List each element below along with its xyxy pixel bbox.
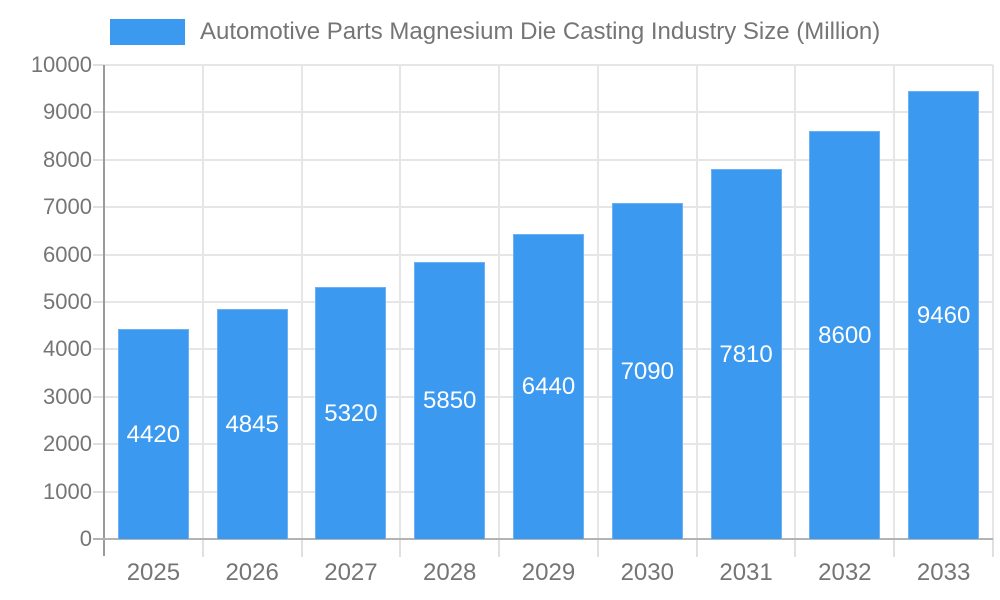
x-tick (596, 539, 599, 557)
bar-2026[interactable]: 4845 (216, 309, 288, 539)
y-tick-label: 0 (79, 526, 92, 551)
x-tick (201, 539, 204, 557)
bar-2031[interactable]: 7810 (710, 168, 782, 539)
legend-swatch (110, 19, 185, 45)
bar-value-label: 4420 (126, 421, 181, 449)
x-tick-label: 2032 (818, 559, 872, 586)
y-axis-line (103, 65, 105, 556)
x-tick-label: 2029 (521, 559, 576, 586)
bar-value-label: 7090 (620, 357, 674, 385)
gridline-v (498, 65, 501, 539)
x-axis-line (93, 538, 993, 540)
x-tick-label: 2028 (423, 559, 477, 586)
bar-2028[interactable]: 5850 (414, 261, 486, 539)
gridline-v (399, 65, 402, 539)
bar-value-label: 6440 (521, 373, 576, 401)
bar-value-label: 7810 (719, 340, 773, 368)
y-tick-label: 8000 (43, 146, 92, 172)
gridline-v (695, 65, 698, 539)
chart-title: Automotive Parts Magnesium Die Casting I… (200, 18, 881, 45)
y-tick-label: 10000 (30, 52, 92, 77)
y-tick-label: 9000 (43, 99, 92, 125)
y-tick-label: 2000 (43, 431, 92, 457)
x-tick-label: 2026 (225, 559, 279, 586)
chart-legend[interactable]: Automotive Parts Magnesium Die Casting I… (110, 17, 880, 47)
gridline-v (992, 65, 994, 539)
x-tick (300, 539, 303, 557)
bar-value-label: 5850 (423, 387, 477, 415)
x-tick-label: 2027 (324, 559, 378, 586)
bar-2025[interactable]: 4420 (117, 329, 189, 539)
y-tick-label: 5000 (43, 289, 92, 314)
x-tick (399, 539, 402, 557)
y-tick-label: 4000 (43, 336, 92, 362)
y-tick-label: 6000 (43, 241, 92, 267)
bar-value-label: 5320 (324, 399, 378, 427)
x-tick (794, 539, 797, 557)
bar-2033[interactable]: 9460 (908, 90, 980, 539)
x-tick (992, 539, 994, 557)
bar-2032[interactable]: 8600 (809, 131, 881, 539)
gridline-v (300, 65, 303, 539)
bar-2027[interactable]: 5320 (315, 286, 387, 539)
x-tick-label: 2025 (126, 559, 181, 586)
bar-value-label: 4845 (225, 411, 279, 439)
y-tick-label: 7000 (43, 194, 92, 220)
y-tick-label: 1000 (43, 478, 92, 504)
x-tick-label: 2033 (916, 559, 971, 586)
y-tick-label: 3000 (43, 383, 92, 409)
x-tick (498, 539, 501, 557)
bar-value-label: 9460 (916, 301, 971, 329)
bar-2029[interactable]: 6440 (513, 233, 584, 539)
gridline-v (596, 65, 599, 539)
gridline-h (104, 64, 993, 66)
gridline-h (104, 111, 993, 114)
x-tick-label: 2030 (620, 559, 674, 586)
x-tick-label: 2031 (719, 559, 773, 586)
gridline-v (201, 65, 204, 539)
x-tick (695, 539, 698, 557)
x-tick (893, 539, 896, 557)
bar-2030[interactable]: 7090 (611, 202, 683, 539)
bar-value-label: 8600 (818, 322, 872, 350)
gridline-v (794, 65, 797, 539)
gridline-v (893, 65, 896, 539)
